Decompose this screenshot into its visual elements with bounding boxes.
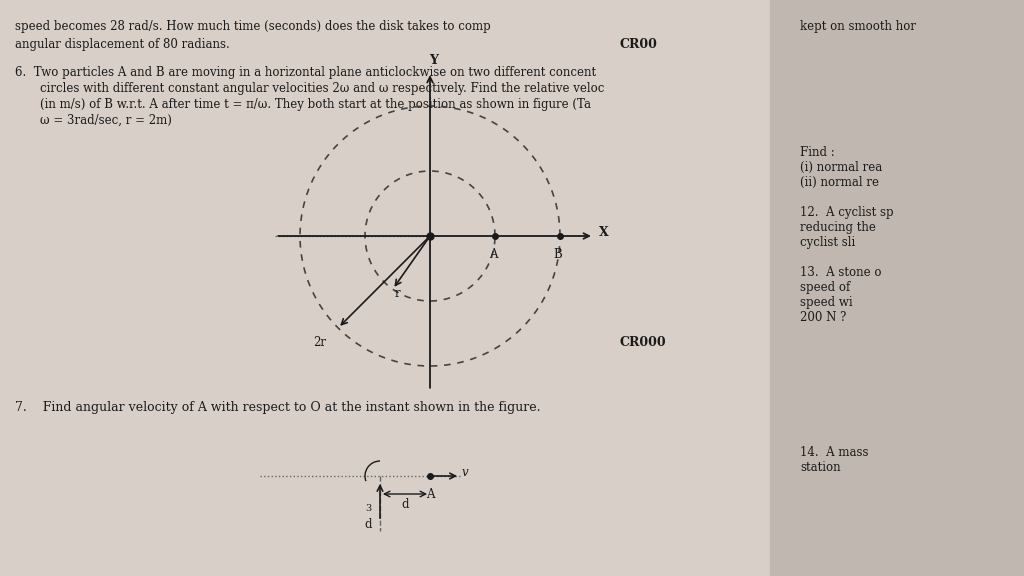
Text: (ii) normal re: (ii) normal re	[800, 176, 879, 189]
Text: A: A	[488, 248, 498, 261]
Bar	[770, 0, 1024, 576]
Text: station: station	[800, 461, 841, 474]
Text: speed of: speed of	[800, 281, 850, 294]
Text: Y: Y	[429, 54, 438, 67]
Text: circles with different constant angular velocities 2ω and ω respectively. Find t: circles with different constant angular …	[40, 82, 604, 95]
Text: ω = 3rad/sec, r = 2m): ω = 3rad/sec, r = 2m)	[40, 114, 172, 127]
Text: v: v	[462, 465, 469, 479]
Text: reducing the: reducing the	[800, 221, 876, 234]
Text: angular displacement of 80 radians.: angular displacement of 80 radians.	[15, 38, 229, 51]
Text: X: X	[599, 225, 608, 238]
Text: speed becomes 28 rad/s. How much time (seconds) does the disk takes to comp: speed becomes 28 rad/s. How much time (s…	[15, 20, 490, 33]
Text: 12.  A cyclist sp: 12. A cyclist sp	[800, 206, 894, 219]
Text: 7.    Find angular velocity of A with respect to O at the instant shown in the f: 7. Find angular velocity of A with respe…	[15, 401, 541, 414]
Text: 3: 3	[366, 504, 372, 513]
Text: CR00: CR00	[620, 38, 657, 51]
Text: cyclist sli: cyclist sli	[800, 236, 855, 249]
Text: (in m/s) of B w.r.t. A after time t = π/ω. They both start at the position as sh: (in m/s) of B w.r.t. A after time t = π/…	[40, 98, 591, 111]
Text: B: B	[554, 248, 562, 261]
Text: 200 N ?: 200 N ?	[800, 311, 847, 324]
Text: 13.  A stone o: 13. A stone o	[800, 266, 882, 279]
Text: d: d	[401, 498, 409, 511]
Text: r: r	[394, 287, 400, 300]
Text: 14.  A mass: 14. A mass	[800, 446, 868, 459]
Text: d: d	[365, 518, 372, 531]
Text: 2r: 2r	[313, 336, 326, 349]
Text: (i) normal rea: (i) normal rea	[800, 161, 883, 174]
Text: kept on smooth hor: kept on smooth hor	[800, 20, 916, 33]
Text: speed wi: speed wi	[800, 296, 853, 309]
Text: CR000: CR000	[620, 336, 667, 349]
Text: 6.  Two particles A and B are moving in a horizontal plane anticlockwise on two : 6. Two particles A and B are moving in a…	[15, 66, 596, 79]
Text: Find :: Find :	[800, 146, 835, 159]
Text: A: A	[426, 488, 434, 501]
